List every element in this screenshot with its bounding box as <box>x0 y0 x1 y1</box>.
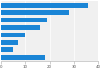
Bar <box>1 25 40 30</box>
Bar <box>1 10 69 15</box>
Bar <box>1 33 25 37</box>
Bar <box>1 18 47 23</box>
Bar <box>1 47 13 52</box>
Bar <box>1 55 45 60</box>
Bar <box>1 40 18 45</box>
Bar <box>1 3 88 8</box>
